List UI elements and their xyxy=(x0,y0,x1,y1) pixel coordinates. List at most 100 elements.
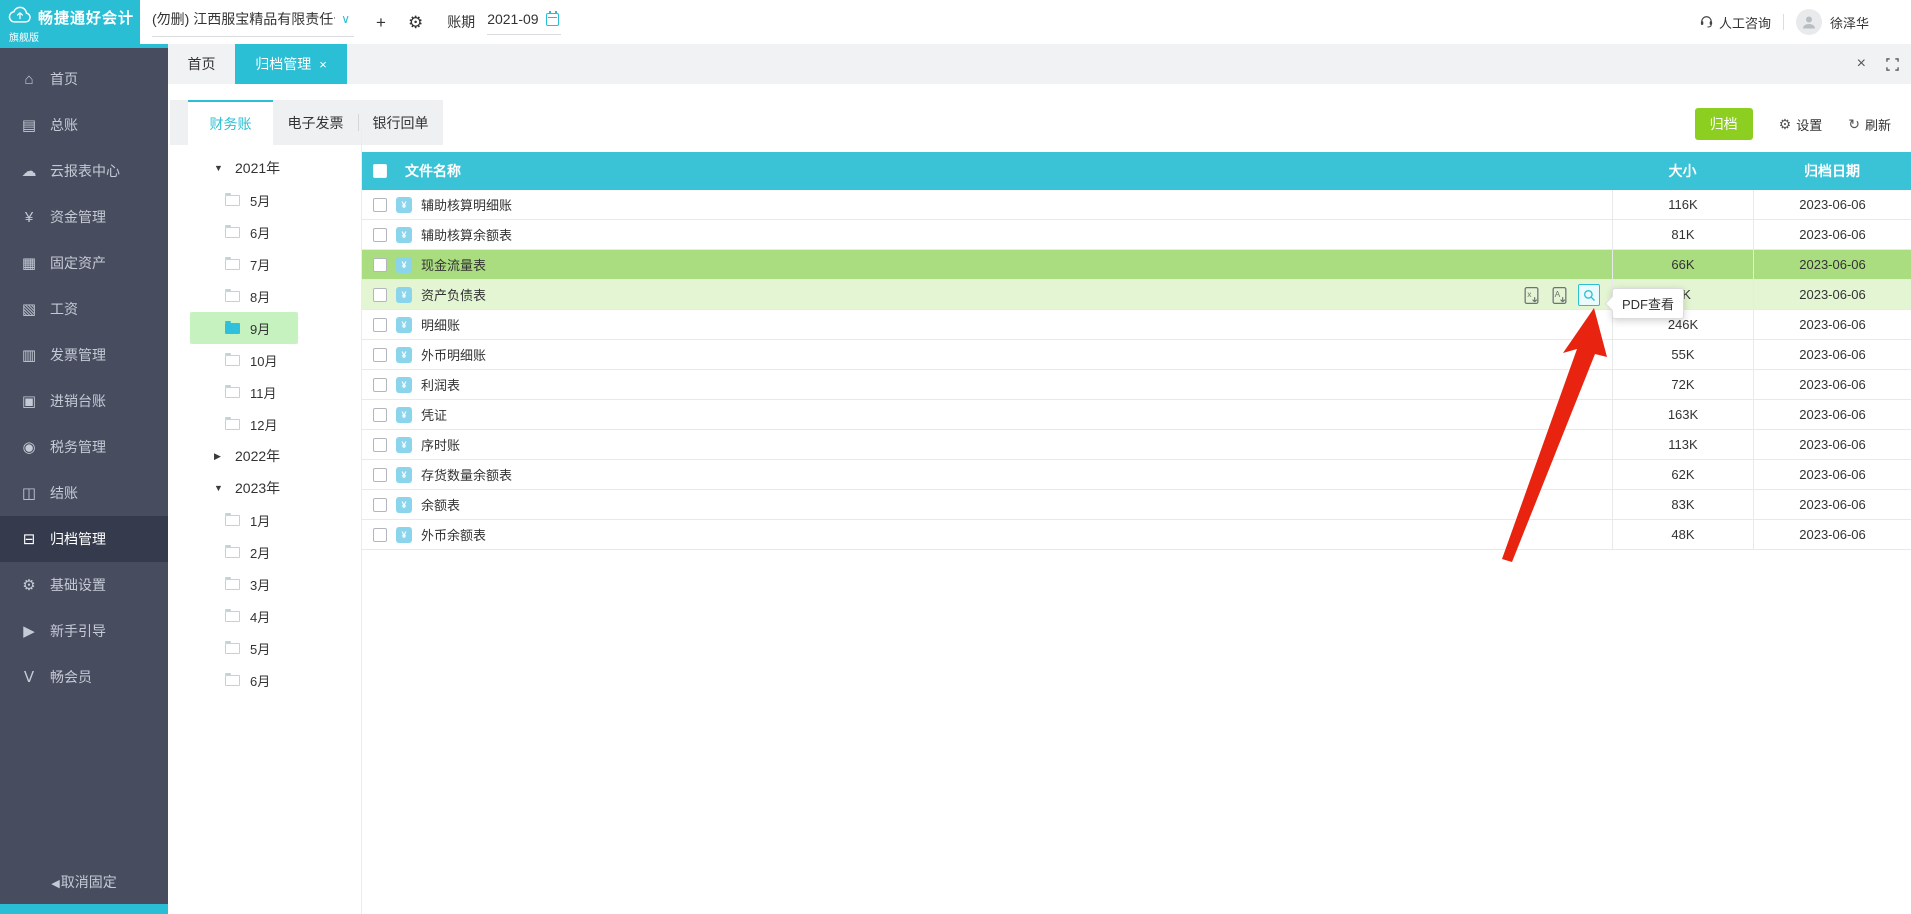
tab-close-icon[interactable]: × xyxy=(319,56,327,72)
tree-month-row[interactable]: 8月 xyxy=(190,280,298,312)
file-icon: ¥ xyxy=(396,406,412,423)
sidebar-item-funds[interactable]: ¥ 资金管理 xyxy=(0,194,168,240)
username[interactable]: 徐泽华 xyxy=(1829,15,1869,31)
support-link[interactable]: 人工咨询 xyxy=(1699,13,1771,32)
row-checkbox[interactable] xyxy=(373,497,387,512)
period-selector[interactable]: 2021-09 xyxy=(487,9,561,35)
row-checkbox[interactable] xyxy=(373,197,387,212)
refresh-icon: ↻ xyxy=(1848,115,1860,132)
tree-month-row[interactable]: 7月 xyxy=(190,248,298,280)
sidebar-item-purchase-sales[interactable]: ▣ 进销台账 xyxy=(0,378,168,424)
row-checkbox[interactable] xyxy=(373,287,387,302)
avatar[interactable] xyxy=(1795,9,1822,35)
table-row[interactable]: ¥ 利润表 72K 2023-06-06 xyxy=(362,370,1911,400)
tree-month-row[interactable]: 3月 xyxy=(190,568,298,600)
tree-month-row[interactable]: 12月 xyxy=(190,408,298,440)
svg-text:A: A xyxy=(1555,289,1561,299)
table-row[interactable]: ¥ 序时账 113K 2023-06-06 xyxy=(362,430,1911,460)
tree-month-row[interactable]: 6月 xyxy=(190,216,298,248)
sidebar-item-closing[interactable]: ◫ 结账 xyxy=(0,470,168,516)
select-all-checkbox[interactable] xyxy=(373,164,387,178)
excel-download-icon[interactable]: x xyxy=(1522,286,1541,305)
pdf-preview-icon[interactable] xyxy=(1578,284,1600,306)
row-actions: x A xyxy=(1522,280,1600,310)
sidebar-item-cloud-reports[interactable]: ☁ 云报表中心 xyxy=(0,148,168,194)
caret-icon[interactable]: ▼ xyxy=(214,163,223,173)
row-checkbox[interactable] xyxy=(373,317,387,332)
fullscreen-icon[interactable] xyxy=(1886,57,1899,71)
sidebar-item-archive[interactable]: ⊟ 归档管理 xyxy=(0,516,168,562)
sidebar-item-label: 归档管理 xyxy=(50,531,106,547)
caret-icon[interactable]: ▶ xyxy=(214,450,221,461)
table-row[interactable]: ¥ 辅助核算明细账 116K 2023-06-06 xyxy=(362,190,1911,220)
close-icon[interactable]: × xyxy=(1856,55,1866,72)
sidebar-item-payroll[interactable]: ▧ 工资 xyxy=(0,286,168,332)
tree-month-row[interactable]: 9月 xyxy=(190,312,298,344)
tree-month-label: 9月 xyxy=(250,321,271,337)
tree-month-row[interactable]: 11月 xyxy=(190,376,298,408)
sidebar-item-basic-settings[interactable]: ⚙ 基础设置 xyxy=(0,562,168,608)
sidebar-item-icon: ⊟ xyxy=(22,531,36,548)
sidebar-item-icon: ◉ xyxy=(22,439,36,456)
table-row[interactable]: ¥ 现金流量表 66K 2023-06-06 xyxy=(362,250,1911,280)
sidebar-item-label: 税务管理 xyxy=(50,439,106,455)
tab-archive-management[interactable]: 归档管理 × xyxy=(235,44,347,84)
row-checkbox[interactable] xyxy=(373,407,387,422)
calendar-icon xyxy=(545,10,559,26)
tree-month-label: 1月 xyxy=(250,513,271,529)
row-checkbox[interactable] xyxy=(373,347,387,362)
folder-icon xyxy=(225,256,240,270)
tree-year-row[interactable]: ▶ 2022年 xyxy=(168,440,361,472)
archive-button[interactable]: 归档 xyxy=(1694,108,1753,140)
unpin-sidebar-button[interactable]: ◀ 取消固定 xyxy=(51,874,117,890)
tree-month-row[interactable]: 2月 xyxy=(190,536,298,568)
pdf-download-icon[interactable]: A xyxy=(1550,286,1569,305)
sidebar-item-label: 进销台账 xyxy=(50,393,106,409)
sidebar-item-icon: ◫ xyxy=(21,485,37,502)
table-row[interactable]: ¥ 存货数量余额表 62K 2023-06-06 xyxy=(362,460,1911,490)
sidebar-item-home[interactable]: ⌂ 首页 xyxy=(0,56,168,102)
settings-button[interactable]: ⚙ 设置 xyxy=(1778,115,1823,133)
tree-month-row[interactable]: 10月 xyxy=(190,344,298,376)
table-row[interactable]: ¥ 凭证 163K 2023-06-06 xyxy=(362,400,1911,430)
caret-icon[interactable]: ▼ xyxy=(214,483,223,493)
company-settings-gear-icon[interactable]: ⚙ xyxy=(407,12,424,32)
tree-month-row[interactable]: 5月 xyxy=(190,184,298,216)
table-row[interactable]: ¥ 余额表 83K 2023-06-06 xyxy=(362,490,1911,520)
sidebar-item-fixed-assets[interactable]: ▦ 固定资产 xyxy=(0,240,168,286)
tree-month-row[interactable]: 1月 xyxy=(190,504,298,536)
row-checkbox[interactable] xyxy=(373,527,387,542)
table-row[interactable]: ¥ 外币明细账 55K 2023-06-06 xyxy=(362,340,1911,370)
sidebar-item-general-ledger[interactable]: ▤ 总账 xyxy=(0,102,168,148)
tree-month-row[interactable]: 5月 xyxy=(190,632,298,664)
subtab-e-invoices[interactable]: 电子发票 xyxy=(287,114,344,131)
sidebar-item-guide[interactable]: ▶ 新手引导 xyxy=(0,608,168,654)
tree-year-row[interactable]: ▼ 2023年 xyxy=(168,472,361,504)
archive-date: 2023-06-06 xyxy=(1753,220,1911,249)
row-checkbox[interactable] xyxy=(373,467,387,482)
row-checkbox[interactable] xyxy=(373,257,387,272)
row-checkbox[interactable] xyxy=(373,437,387,452)
sidebar-item-invoices[interactable]: ▥ 发票管理 xyxy=(0,332,168,378)
folder-icon xyxy=(225,352,240,366)
company-selector[interactable]: (勿删) 江西服宝精品有限责任公司 (... ∨ xyxy=(152,7,354,37)
tree-year-label: 2022年 xyxy=(235,448,281,464)
tree-year-row[interactable]: ▼ 2021年 xyxy=(168,152,361,184)
brand-name: 畅捷通好会计 xyxy=(38,9,135,27)
subtab-bank-receipts[interactable]: 银行回单 xyxy=(358,100,443,145)
row-checkbox[interactable] xyxy=(373,227,387,242)
period-tree-panel: ▼ 2021年 5月 6月 7月 8月 9月 10月 11月 12月 ▶ 202… xyxy=(168,128,362,914)
table-row[interactable]: ¥ 辅助核算余额表 81K 2023-06-06 xyxy=(362,220,1911,250)
file-icon: ¥ xyxy=(396,376,412,393)
add-company-button[interactable]: + xyxy=(376,12,386,32)
row-checkbox[interactable] xyxy=(373,377,387,392)
refresh-button[interactable]: ↻ 刷新 xyxy=(1848,115,1891,133)
sidebar-item-tax[interactable]: ◉ 税务管理 xyxy=(0,424,168,470)
tree-month-row[interactable]: 6月 xyxy=(190,664,298,696)
table-row[interactable]: ¥ 外币余额表 48K 2023-06-06 xyxy=(362,520,1911,550)
tab-home[interactable]: 首页 xyxy=(187,56,216,72)
sidebar-item-membership[interactable]: Ⅴ 畅会员 xyxy=(0,654,168,700)
tree-month-row[interactable]: 4月 xyxy=(190,600,298,632)
column-header-date: 归档日期 xyxy=(1804,163,1860,179)
subtab-finance-books[interactable]: 财务账 xyxy=(188,100,273,145)
